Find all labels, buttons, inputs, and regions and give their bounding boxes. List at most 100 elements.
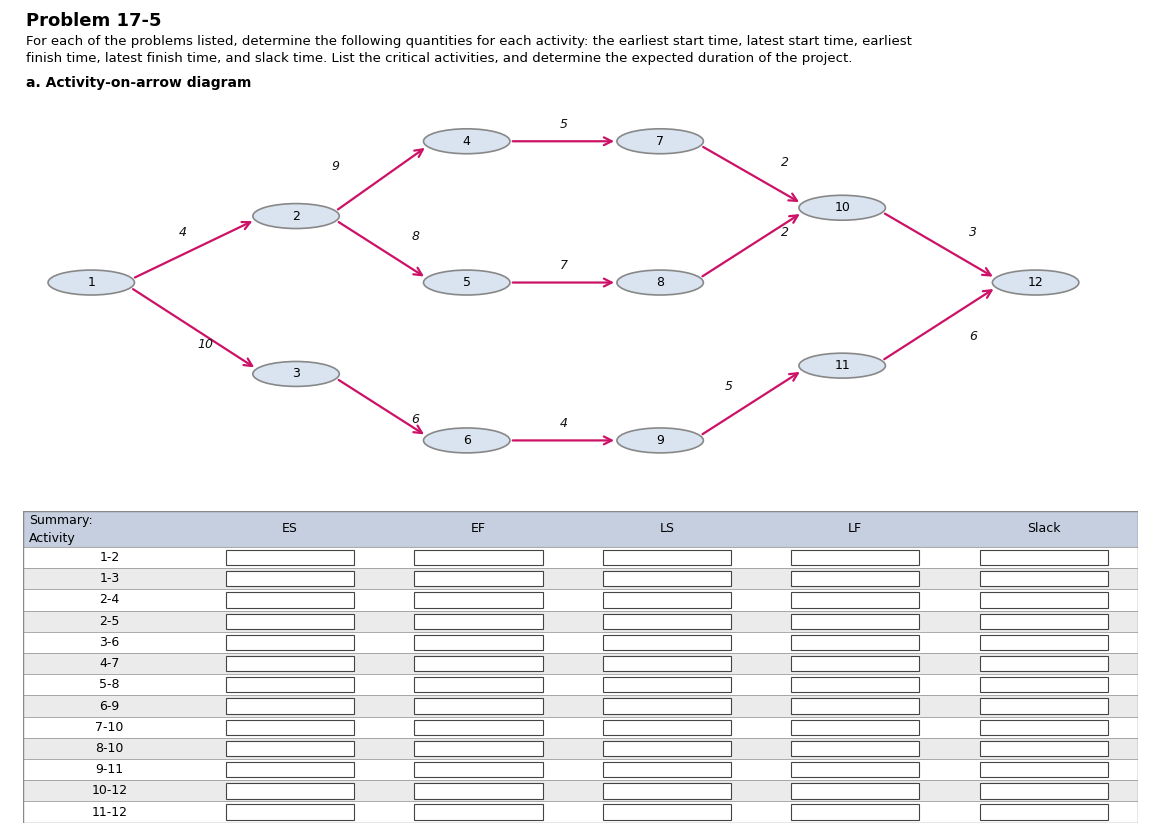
FancyBboxPatch shape — [980, 698, 1108, 714]
FancyBboxPatch shape — [226, 762, 354, 777]
FancyBboxPatch shape — [603, 635, 731, 650]
Text: 7: 7 — [656, 135, 664, 148]
FancyBboxPatch shape — [980, 635, 1108, 650]
FancyBboxPatch shape — [603, 613, 731, 629]
FancyBboxPatch shape — [980, 804, 1108, 819]
FancyBboxPatch shape — [791, 698, 920, 714]
Text: Problem 17-5: Problem 17-5 — [26, 12, 161, 31]
FancyBboxPatch shape — [791, 720, 920, 735]
FancyBboxPatch shape — [23, 653, 1138, 674]
Text: 4-7: 4-7 — [100, 657, 120, 670]
FancyBboxPatch shape — [226, 656, 354, 671]
Ellipse shape — [799, 353, 886, 378]
FancyBboxPatch shape — [603, 720, 731, 735]
FancyBboxPatch shape — [603, 677, 731, 692]
Text: 3-6: 3-6 — [100, 636, 120, 649]
Text: 4: 4 — [463, 135, 470, 148]
FancyBboxPatch shape — [226, 677, 354, 692]
Text: 2-5: 2-5 — [100, 615, 120, 627]
Ellipse shape — [424, 428, 510, 453]
FancyBboxPatch shape — [791, 593, 920, 607]
FancyBboxPatch shape — [980, 784, 1108, 799]
Ellipse shape — [616, 129, 704, 154]
FancyBboxPatch shape — [603, 593, 731, 607]
Text: 2: 2 — [293, 209, 300, 223]
FancyBboxPatch shape — [23, 738, 1138, 759]
FancyBboxPatch shape — [791, 762, 920, 777]
FancyBboxPatch shape — [23, 632, 1138, 653]
Text: 10: 10 — [835, 201, 850, 214]
Text: Activity: Activity — [29, 532, 75, 544]
FancyBboxPatch shape — [414, 593, 542, 607]
FancyBboxPatch shape — [23, 780, 1138, 801]
FancyBboxPatch shape — [980, 740, 1108, 756]
FancyBboxPatch shape — [414, 571, 542, 587]
Text: ES: ES — [282, 523, 298, 535]
FancyBboxPatch shape — [791, 804, 920, 819]
Text: 6-9: 6-9 — [100, 700, 120, 712]
Ellipse shape — [616, 428, 704, 453]
FancyBboxPatch shape — [980, 571, 1108, 587]
FancyBboxPatch shape — [226, 613, 354, 629]
FancyBboxPatch shape — [980, 593, 1108, 607]
FancyBboxPatch shape — [23, 511, 1138, 547]
Text: 8-10: 8-10 — [95, 742, 124, 755]
Text: 5: 5 — [724, 380, 733, 393]
Text: 8: 8 — [656, 276, 664, 289]
FancyBboxPatch shape — [414, 635, 542, 650]
FancyBboxPatch shape — [603, 698, 731, 714]
FancyBboxPatch shape — [791, 550, 920, 565]
Ellipse shape — [424, 270, 510, 295]
Text: 1: 1 — [87, 276, 95, 289]
FancyBboxPatch shape — [23, 759, 1138, 780]
FancyBboxPatch shape — [791, 635, 920, 650]
FancyBboxPatch shape — [791, 571, 920, 587]
FancyBboxPatch shape — [791, 740, 920, 756]
FancyBboxPatch shape — [226, 593, 354, 607]
Ellipse shape — [424, 129, 510, 154]
FancyBboxPatch shape — [23, 611, 1138, 632]
Text: LF: LF — [849, 523, 863, 535]
Text: 5: 5 — [463, 276, 470, 289]
FancyBboxPatch shape — [414, 677, 542, 692]
FancyBboxPatch shape — [226, 720, 354, 735]
FancyBboxPatch shape — [414, 656, 542, 671]
FancyBboxPatch shape — [23, 547, 1138, 568]
Text: 2-4: 2-4 — [100, 593, 120, 607]
FancyBboxPatch shape — [226, 698, 354, 714]
Text: 3: 3 — [293, 367, 300, 381]
Text: 10-12: 10-12 — [92, 784, 128, 798]
Text: 10: 10 — [197, 338, 212, 352]
FancyBboxPatch shape — [414, 550, 542, 565]
Text: Slack: Slack — [1026, 523, 1060, 535]
FancyBboxPatch shape — [226, 804, 354, 819]
Text: 12: 12 — [1027, 276, 1044, 289]
Ellipse shape — [616, 270, 704, 295]
FancyBboxPatch shape — [414, 613, 542, 629]
Text: 11-12: 11-12 — [92, 805, 128, 819]
Text: 1-3: 1-3 — [100, 573, 120, 585]
Text: 9-11: 9-11 — [95, 763, 124, 776]
Text: 6: 6 — [411, 413, 419, 426]
Text: For each of the problems listed, determine the following quantities for each act: For each of the problems listed, determi… — [26, 35, 911, 48]
Ellipse shape — [253, 204, 339, 229]
FancyBboxPatch shape — [226, 571, 354, 587]
Text: LS: LS — [659, 523, 675, 535]
Text: finish time, latest finish time, and slack time. List the critical activities, a: finish time, latest finish time, and sla… — [26, 52, 852, 65]
FancyBboxPatch shape — [23, 696, 1138, 716]
Text: 7-10: 7-10 — [95, 720, 124, 734]
Text: 9: 9 — [332, 160, 340, 173]
FancyBboxPatch shape — [23, 589, 1138, 611]
FancyBboxPatch shape — [414, 784, 542, 799]
Text: 11: 11 — [835, 359, 850, 372]
FancyBboxPatch shape — [603, 804, 731, 819]
Ellipse shape — [48, 270, 135, 295]
FancyBboxPatch shape — [980, 656, 1108, 671]
FancyBboxPatch shape — [980, 613, 1108, 629]
Text: 4: 4 — [179, 226, 186, 239]
FancyBboxPatch shape — [414, 762, 542, 777]
FancyBboxPatch shape — [226, 550, 354, 565]
FancyBboxPatch shape — [226, 740, 354, 756]
Text: 1-2: 1-2 — [100, 551, 120, 564]
Text: 3: 3 — [969, 226, 978, 239]
